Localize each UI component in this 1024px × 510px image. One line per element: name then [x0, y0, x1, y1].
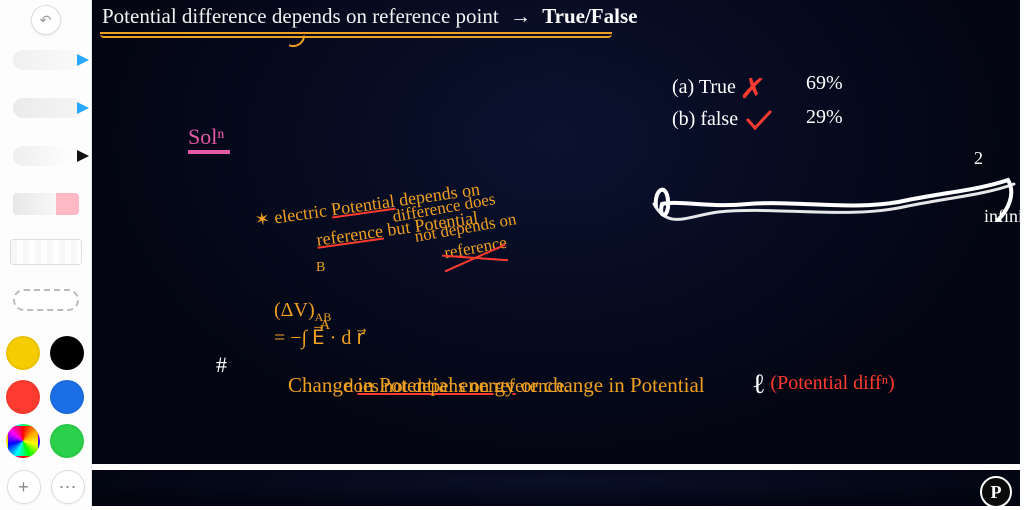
- add-button[interactable]: +: [7, 470, 41, 504]
- hash-icon: #: [216, 352, 227, 378]
- swatch-yellow[interactable]: [6, 336, 40, 370]
- integral-upper: B: [316, 260, 325, 276]
- question-title: Potential difference depends on referenc…: [102, 4, 637, 29]
- swatch-red[interactable]: [6, 380, 40, 414]
- true-false-label: True/False: [542, 4, 637, 28]
- swatch-black[interactable]: [50, 336, 84, 370]
- board-footer: P: [92, 470, 1020, 506]
- pen-marker-tool[interactable]: [0, 84, 91, 132]
- option-b-pct: 29%: [806, 106, 843, 129]
- wrong-mark-icon: ✗: [738, 71, 767, 108]
- solution-label: Solⁿ: [188, 124, 224, 150]
- integral-lower: A: [320, 318, 330, 334]
- option-b: (b) false: [672, 108, 738, 131]
- tool-sidebar: ↶ + ⋯: [0, 0, 92, 510]
- title-underline-hook: [289, 33, 306, 50]
- swatch-blue[interactable]: [50, 380, 84, 414]
- note-line-2b: does not depens on reference.: [344, 376, 569, 398]
- parenthetical: ℓ (Potential diffⁿ): [712, 346, 895, 424]
- eraser-tool[interactable]: [0, 180, 91, 228]
- pen-chisel-tool[interactable]: [0, 132, 91, 180]
- canvas-area: Potential difference depends on referenc…: [92, 0, 1024, 510]
- whiteboard[interactable]: Potential difference depends on referenc…: [92, 0, 1020, 464]
- swatch-green[interactable]: [50, 424, 84, 458]
- swatch-rainbow[interactable]: [6, 424, 40, 458]
- question-text: Potential difference depends on referenc…: [102, 4, 499, 28]
- line-doodle: [648, 160, 1024, 250]
- pen-fine-tool[interactable]: [0, 36, 91, 84]
- arrow-icon: →: [510, 4, 531, 28]
- lasso-tool[interactable]: [0, 276, 91, 324]
- solution-underline: [188, 150, 230, 154]
- title-underline: [100, 32, 612, 38]
- check-mark-icon: [746, 110, 772, 132]
- color-palette: [2, 336, 90, 460]
- eqn-lhs: (ΔV): [274, 299, 315, 321]
- brand-badge: P: [980, 476, 1012, 508]
- more-button[interactable]: ⋯: [51, 470, 85, 504]
- paren-text: (Potential diffⁿ): [770, 372, 894, 394]
- undo-button[interactable]: ↶: [31, 5, 61, 35]
- ruler-tool[interactable]: [0, 228, 91, 276]
- option-a-pct: 69%: [806, 72, 843, 95]
- option-a: (a) True: [672, 76, 736, 99]
